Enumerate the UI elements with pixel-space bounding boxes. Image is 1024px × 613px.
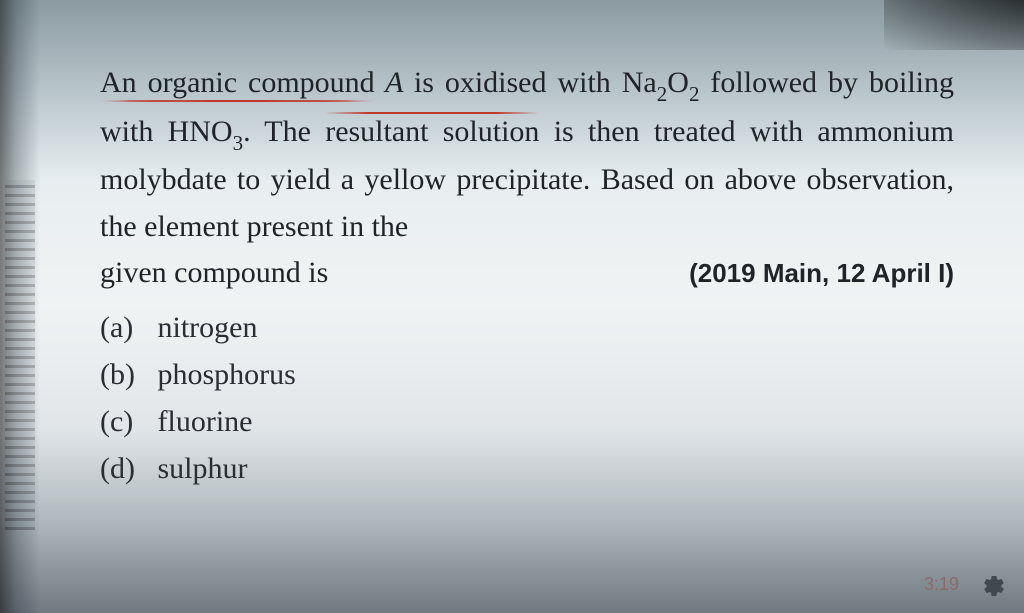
text-segment: is then treated xyxy=(539,115,735,148)
source-citation: (2019 Main, 12 April I) xyxy=(689,253,954,293)
option-label: (b) xyxy=(100,352,150,397)
text-segment: . The xyxy=(243,115,325,148)
option-label: (d) xyxy=(100,446,150,491)
last-line-row: given compound is (2019 Main, 12 April I… xyxy=(100,250,954,297)
subscript: 3 xyxy=(233,131,244,155)
option-b: (b) phosphorus xyxy=(100,352,954,397)
page-content: An organic compound A is oxidised with N… xyxy=(0,0,1024,613)
text-segment: followed by xyxy=(699,66,858,99)
option-text: sulphur xyxy=(158,452,248,485)
option-text: nitrogen xyxy=(158,311,258,344)
overlined-phrase: resultant solution xyxy=(325,115,539,148)
option-d: (d) sulphur xyxy=(100,446,954,491)
subscript: 2 xyxy=(689,82,700,106)
option-text: phosphorus xyxy=(158,358,296,391)
subscript: 2 xyxy=(657,82,668,106)
page-indicator: 3:19 xyxy=(924,574,959,595)
option-text: fluorine xyxy=(158,405,253,438)
compound-a: A xyxy=(375,66,414,99)
option-label: (c) xyxy=(100,399,150,444)
text-segment: is oxidised with Na xyxy=(414,66,657,99)
question-body: An organic compound A is oxidised with N… xyxy=(100,60,954,297)
underlined-phrase-1: An organic compound xyxy=(100,66,375,99)
option-a: (a) nitrogen xyxy=(100,305,954,350)
option-label: (a) xyxy=(100,305,150,350)
options-list: (a) nitrogen (b) phosphorus (c) fluorine… xyxy=(100,305,954,491)
option-c: (c) fluorine xyxy=(100,399,954,444)
text-line: given compound is xyxy=(100,250,328,297)
gear-icon xyxy=(982,574,1006,598)
text-segment: O xyxy=(667,66,689,99)
